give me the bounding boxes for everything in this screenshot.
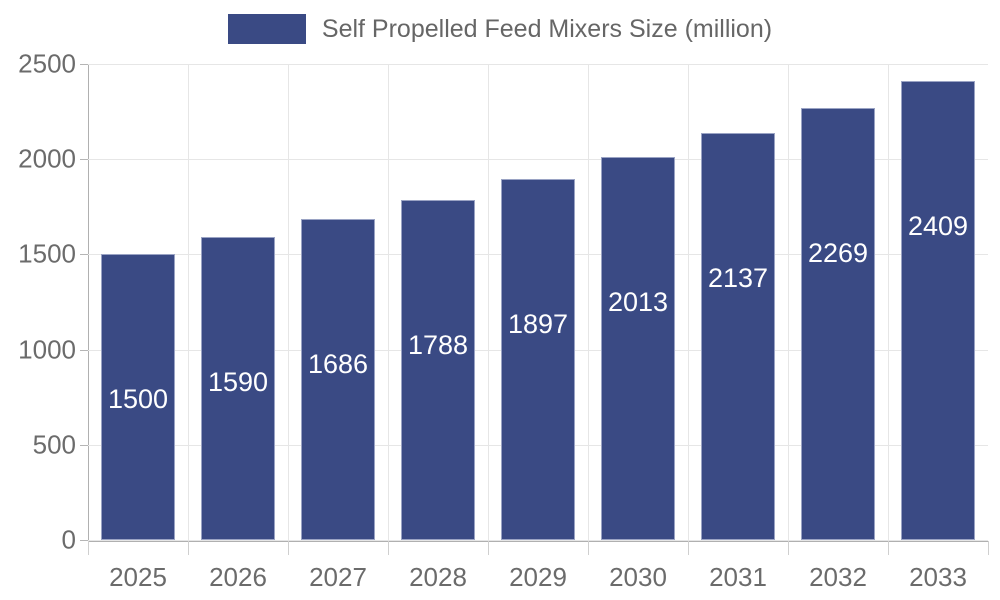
x-axis-tick-label: 2027 [309, 562, 367, 592]
legend-swatch-series-1 [227, 14, 306, 44]
gridline-vertical [288, 64, 289, 540]
x-tick-mark [588, 541, 589, 555]
x-axis-line [88, 540, 988, 542]
gridline-vertical [188, 64, 189, 540]
x-axis-tick-label: 2028 [409, 562, 467, 592]
bar[interactable]: 2137 [701, 133, 775, 540]
bar-value-label: 1590 [207, 367, 269, 397]
bar[interactable]: 2409 [901, 81, 975, 540]
x-axis-tick-label: 2031 [709, 562, 767, 592]
y-axis-tick-label: 1000 [18, 334, 76, 365]
x-axis-tick-label: 2026 [209, 562, 267, 592]
gridline-horizontal [88, 159, 988, 160]
x-tick-mark [88, 541, 89, 555]
gridline-vertical [788, 64, 789, 540]
plot-area: 0 500 1000 1500 2000 2500 1500 1590 1686 1788 189… [18, 49, 989, 592]
x-axis-tick-label: 2032 [809, 562, 867, 592]
bar-value-label: 1897 [507, 309, 569, 339]
bar[interactable]: 1686 [301, 219, 375, 540]
x-axis-tick-label: 2029 [509, 562, 567, 592]
gridline-vertical [688, 64, 689, 540]
bar[interactable]: 2269 [801, 108, 875, 540]
gridline-vertical [388, 64, 389, 540]
bar-value-label: 1500 [107, 384, 169, 414]
y-axis-tick-label: 500 [32, 429, 76, 460]
x-tick-mark [788, 541, 789, 555]
bar-value-label: 1788 [407, 330, 469, 360]
gridline-horizontal [88, 64, 988, 65]
y-tick-mark [80, 540, 88, 541]
x-axis-tick-label: 2025 [109, 562, 167, 592]
y-axis-tick-label: 1500 [18, 238, 76, 269]
bar-value-label: 1686 [307, 349, 369, 379]
gridline-horizontal [88, 540, 988, 541]
y-tick-mark [80, 254, 88, 255]
y-axis-tick-label: 0 [61, 524, 76, 555]
y-axis-line [88, 64, 89, 540]
x-axis-tick-label: 2030 [609, 562, 667, 592]
bar[interactable]: 1590 [201, 237, 275, 540]
bar-value-label: 2137 [707, 263, 769, 293]
bar[interactable]: 1788 [401, 200, 475, 540]
legend-label-series-1: Self Propelled Feed Mixers Size (million… [321, 14, 773, 43]
bar-value-label: 2013 [607, 287, 669, 317]
bar[interactable]: 1500 [101, 254, 175, 540]
x-tick-mark [388, 541, 389, 555]
y-tick-mark [80, 64, 88, 65]
x-tick-mark [488, 541, 489, 555]
y-tick-mark [80, 159, 88, 160]
x-tick-mark [888, 541, 889, 555]
x-axis-tick-label: 2033 [909, 562, 967, 592]
x-tick-mark [288, 541, 289, 555]
x-tick-mark [988, 541, 989, 555]
gridline-vertical [488, 64, 489, 540]
chart-legend: Self Propelled Feed Mixers Size (million… [0, 12, 1000, 46]
bar[interactable]: 2013 [601, 157, 675, 540]
bar-value-label: 2269 [807, 238, 869, 268]
y-axis-tick-label: 2500 [18, 48, 76, 79]
bar[interactable]: 1897 [501, 179, 575, 540]
y-tick-mark [80, 350, 88, 351]
x-tick-mark [188, 541, 189, 555]
x-tick-mark [688, 541, 689, 555]
bar-value-label: 2409 [907, 211, 969, 241]
gridline-vertical [888, 64, 889, 540]
y-tick-mark [80, 445, 88, 446]
y-axis-tick-label: 2000 [18, 143, 76, 174]
gridline-vertical [588, 64, 589, 540]
